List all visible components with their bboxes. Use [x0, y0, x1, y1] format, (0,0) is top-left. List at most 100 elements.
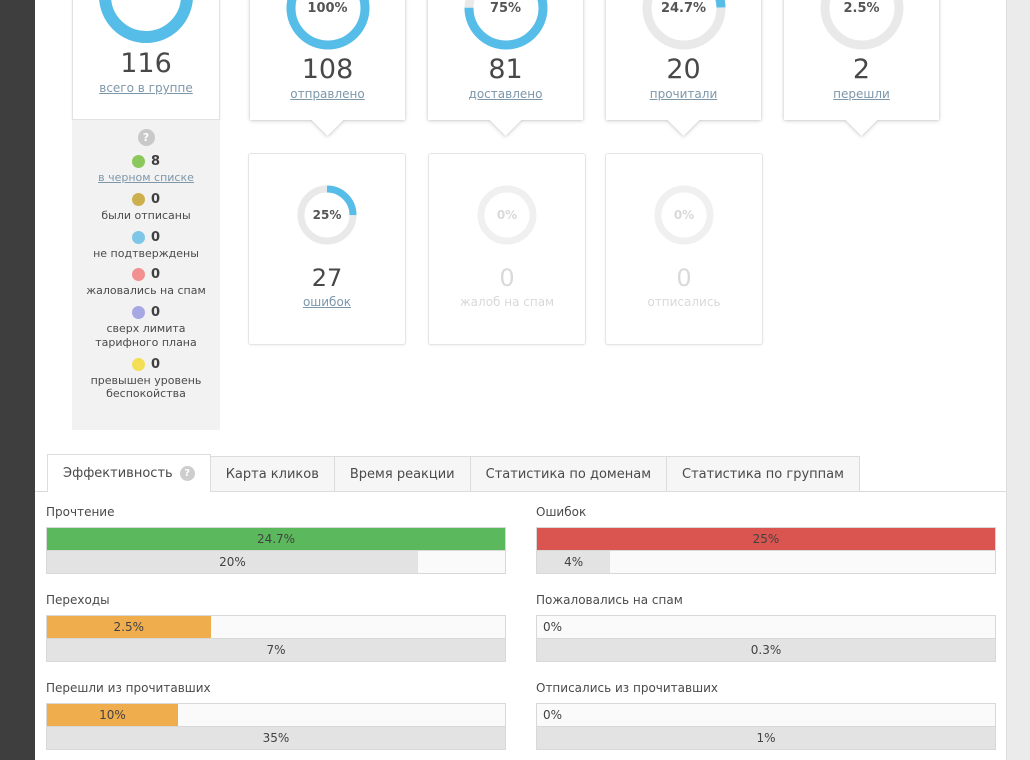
stats-tabs: Эффективность ? Карта кликов Время реакц…	[47, 454, 860, 492]
stat-value-unsubscribed: 0	[676, 264, 692, 292]
stat-value-errors: 27	[311, 264, 343, 292]
stat-link-delivered[interactable]: доставлено	[468, 87, 543, 101]
legend-link-blacklist[interactable]: в черном списке	[98, 171, 194, 184]
legend-value: 0	[150, 305, 161, 320]
bar-group-unsubscribe-rate: Отписались из прочитавших 0% 1%	[536, 681, 996, 750]
legend-label: жаловались на спам	[86, 284, 206, 298]
stat-card-errors: 25% 27 ошибок	[248, 153, 406, 345]
value-bar: 2.5%	[46, 615, 506, 639]
bar-title: Переходы	[46, 593, 110, 607]
value-bar: 25%	[536, 527, 996, 551]
stat-card-read: 24.7% 20 прочитали	[606, 0, 761, 136]
value-bar-fill	[47, 704, 178, 726]
tab-label: Время реакции	[349, 466, 455, 482]
donut-percent-label	[98, 0, 194, 44]
value-bar: 0%	[536, 703, 996, 727]
legend-item-over-limit: 0 сверх лимита тарифного плана	[80, 305, 212, 350]
value-bar: 0%	[536, 615, 996, 639]
legend-label: не подтверждены	[93, 246, 199, 260]
average-bar: 0.3%	[536, 638, 996, 662]
donut-errors: 25%	[296, 184, 358, 246]
tab-label: Эффективность	[63, 466, 173, 481]
legend-item-anxiety-level: 0 превышен уровень беспокойства	[80, 357, 212, 402]
legend-label: были отписаны	[101, 208, 191, 222]
unconfirmed-dot-icon	[131, 230, 145, 244]
value-bar: 24.7%	[46, 527, 506, 551]
collapsed-sidebar-rail	[0, 0, 35, 760]
donut-percent-label: 0%	[496, 208, 518, 222]
stat-card-clicked: 2.5% 2 перешли	[784, 0, 939, 136]
unsubscribed-dot-icon	[131, 192, 145, 206]
average-bar: 20%	[46, 550, 506, 574]
bar-group-read-rate: Прочтение 24.7% 20%	[46, 505, 506, 574]
stat-card-spam-complaints: 0% 0 жалоб на спам	[428, 153, 586, 345]
legend-value: 0	[150, 267, 161, 283]
donut-sent: 100%	[286, 0, 370, 50]
average-bar-label: 20%	[219, 555, 246, 569]
tab-domain-stats[interactable]: Статистика по доменам	[469, 456, 668, 492]
stat-link-errors[interactable]: ошибок	[302, 295, 352, 309]
average-bar: 1%	[536, 726, 996, 750]
value-bar-label: 10%	[99, 708, 126, 722]
bar-title: Ошибок	[536, 505, 587, 519]
donut-percent-label: 0%	[673, 208, 695, 222]
stat-value-delivered: 81	[488, 54, 523, 85]
tab-label: Статистика по доменам	[485, 466, 652, 482]
stat-link-sent[interactable]: отправлено	[290, 87, 365, 101]
legend-value: 0	[150, 356, 161, 372]
tab-group-stats[interactable]: Статистика по группам	[666, 456, 860, 492]
average-bar-label: 0.3%	[750, 643, 782, 657]
tab-reaction-time[interactable]: Время реакции	[333, 456, 471, 492]
help-icon[interactable]: ?	[179, 466, 195, 481]
effectiveness-right-column: Ошибок 25% 4% Пожаловались на спам 0% 0.…	[536, 505, 996, 760]
average-bar-fill	[537, 727, 995, 749]
effectiveness-left-column: Прочтение 24.7% 20% Переходы 2.5% 7% Пер…	[46, 505, 506, 760]
stat-label-spam: жалоб на спам	[459, 295, 555, 309]
average-bar-fill	[47, 551, 418, 573]
stat-link-read[interactable]: прочитали	[649, 87, 718, 101]
average-bar-label: 7%	[266, 643, 286, 657]
average-bar-label: 4%	[564, 555, 584, 569]
donut-total	[98, 0, 194, 44]
legend-value: 0	[150, 191, 161, 207]
value-bar-fill	[47, 616, 211, 638]
bar-title: Отписались из прочитавших	[536, 681, 718, 695]
bar-group-click-rate: Переходы 2.5% 7%	[46, 593, 506, 662]
bar-title: Прочтение	[46, 505, 115, 519]
legend-label: сверх лимита тарифного плана	[95, 322, 197, 349]
stat-card-delivered: 75% 81 доставлено	[428, 0, 583, 136]
donut-percent-label: 100%	[307, 0, 348, 16]
bar-title: Пожаловались на спам	[536, 593, 683, 607]
donut-percent-label: 75%	[489, 0, 522, 16]
anxiety-dot-icon	[131, 357, 145, 371]
stat-card-unsubscribed: 0% 0 отписались	[605, 153, 763, 345]
group-breakdown-panel: ? 8 в черном списке 0 были отписаны 0 не…	[72, 120, 220, 430]
donut-percent-label: 2.5%	[843, 0, 880, 16]
blacklist-dot-icon	[131, 155, 145, 168]
value-bar-fill	[47, 528, 505, 550]
stat-link-clicked[interactable]: перешли	[833, 87, 890, 101]
average-bar-fill	[537, 551, 611, 573]
value-bar-label: 0%	[543, 620, 563, 634]
spam-dot-icon	[131, 268, 145, 282]
donut-clicked: 2.5%	[820, 0, 904, 50]
donut-delivered: 75%	[464, 0, 548, 50]
stat-link-total[interactable]: всего в группе	[99, 81, 193, 95]
legend-value: 8	[150, 154, 161, 169]
legend-item-unconfirmed: 0 не подтверждены	[93, 230, 199, 261]
legend-value: 0	[150, 229, 161, 245]
over-limit-dot-icon	[131, 306, 145, 319]
average-bar-fill	[537, 639, 995, 661]
stat-value-sent: 108	[301, 54, 354, 85]
stat-label-unsubscribed: отписались	[647, 295, 721, 309]
donut-spam-complaints: 0%	[476, 184, 538, 246]
legend-item-blacklist: 8 в черном списке	[98, 154, 194, 185]
stat-card-total: 116 всего в группе	[72, 0, 220, 120]
donut-read: 24.7%	[642, 0, 726, 50]
help-icon[interactable]: ?	[137, 129, 155, 146]
tab-click-map[interactable]: Карта кликов	[209, 456, 335, 492]
value-bar-label: 0%	[543, 708, 563, 722]
tab-effectiveness[interactable]: Эффективность ?	[47, 454, 211, 492]
average-bar-fill	[47, 639, 505, 661]
